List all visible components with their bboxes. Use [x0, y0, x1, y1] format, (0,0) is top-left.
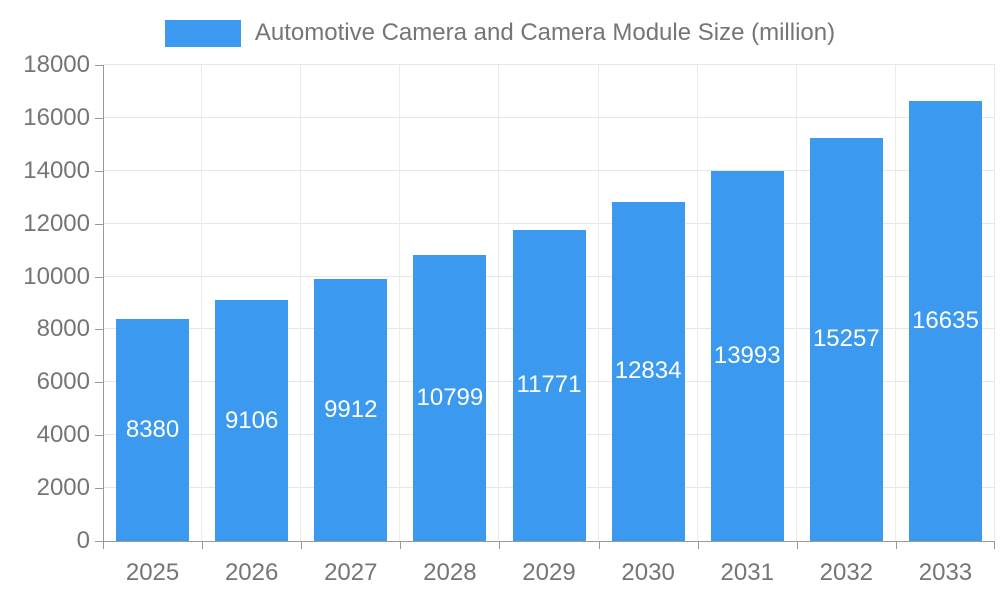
bar-2025[interactable] [116, 319, 190, 541]
x-gridline [300, 65, 302, 541]
x-tick-mark [895, 541, 897, 549]
x-tick-mark [499, 541, 501, 549]
bar-value-label: 10799 [416, 384, 484, 412]
x-tick-mark [994, 541, 995, 549]
x-axis-label: 2027 [324, 559, 378, 586]
bar-value-label: 16635 [912, 307, 979, 335]
bar-2026[interactable] [215, 300, 289, 541]
bar-value-label: 9106 [224, 406, 279, 434]
y-tick-mark [95, 117, 103, 119]
bar-2030[interactable] [611, 201, 685, 541]
bar-2027[interactable] [314, 278, 388, 541]
bar-2028[interactable] [413, 255, 487, 541]
x-axis-label: 2029 [522, 559, 576, 586]
y-axis-label: 12000 [23, 209, 90, 237]
bar-value-label: 9912 [324, 395, 378, 423]
x-gridline [894, 65, 896, 541]
y-gridline [103, 64, 995, 65]
x-gridline [795, 65, 797, 541]
y-tick-mark [95, 65, 103, 66]
bar-value-label: 13993 [713, 341, 781, 369]
plot-area: 8380 9106 9912 10799 11771 12834 13993 15257 166… [103, 64, 995, 541]
y-tick-mark [95, 223, 103, 225]
x-gridline [696, 65, 698, 541]
y-axis-label: 2000 [36, 474, 90, 502]
x-axis-label: 2028 [423, 559, 477, 586]
x-tick-mark [400, 541, 402, 549]
x-axis-label: 2026 [224, 559, 279, 586]
x-axis-label: 2031 [720, 559, 774, 586]
y-axis-label: 16000 [23, 103, 90, 131]
x-gridline [399, 65, 401, 541]
x-axis-label: 2025 [125, 559, 180, 586]
y-gridline [103, 222, 995, 224]
legend[interactable]: Automotive Camera and Camera Module Size… [0, 16, 1000, 50]
x-gridline [498, 65, 500, 541]
bar-2032[interactable] [809, 137, 883, 541]
x-tick-mark [598, 541, 600, 549]
y-axis-label: 6000 [36, 368, 90, 396]
y-tick-mark [95, 488, 103, 490]
y-axis-label: 14000 [23, 156, 90, 184]
x-gridline [597, 65, 599, 541]
bar-2033[interactable] [908, 101, 982, 541]
y-tick-mark [95, 170, 103, 172]
x-gridline [201, 65, 203, 541]
x-axis-label: 2032 [819, 559, 874, 586]
bar-value-label: 12834 [614, 357, 682, 385]
y-axis-label: 0 [76, 527, 90, 554]
legend-label: Automotive Camera and Camera Module Size… [254, 19, 836, 46]
bar-value-label: 11771 [516, 371, 582, 399]
y-gridline [103, 116, 995, 118]
x-axis-label: 2030 [621, 559, 675, 586]
x-tick-mark [697, 541, 699, 549]
bar-2031[interactable] [710, 170, 784, 541]
x-tick-mark [202, 541, 204, 549]
y-tick-mark [95, 435, 103, 437]
x-tick-mark [796, 541, 798, 549]
y-axis-line [103, 65, 104, 549]
y-axis-label: 10000 [23, 262, 90, 290]
y-tick-mark [95, 276, 103, 278]
legend-swatch [164, 19, 241, 47]
bar-value-label: 15257 [812, 325, 880, 353]
x-tick-mark [301, 541, 303, 549]
y-axis-label: 18000 [23, 51, 90, 78]
x-gridline [994, 65, 995, 541]
bar-2029[interactable] [512, 229, 586, 541]
y-axis-label: 4000 [36, 421, 90, 449]
x-axis-line [95, 541, 995, 542]
y-tick-mark [95, 382, 103, 384]
y-axis-label: 8000 [36, 315, 90, 343]
bar-value-label: 8380 [125, 416, 180, 444]
y-tick-mark [95, 329, 103, 331]
y-gridline [103, 169, 995, 171]
x-axis-label: 2033 [918, 559, 973, 586]
